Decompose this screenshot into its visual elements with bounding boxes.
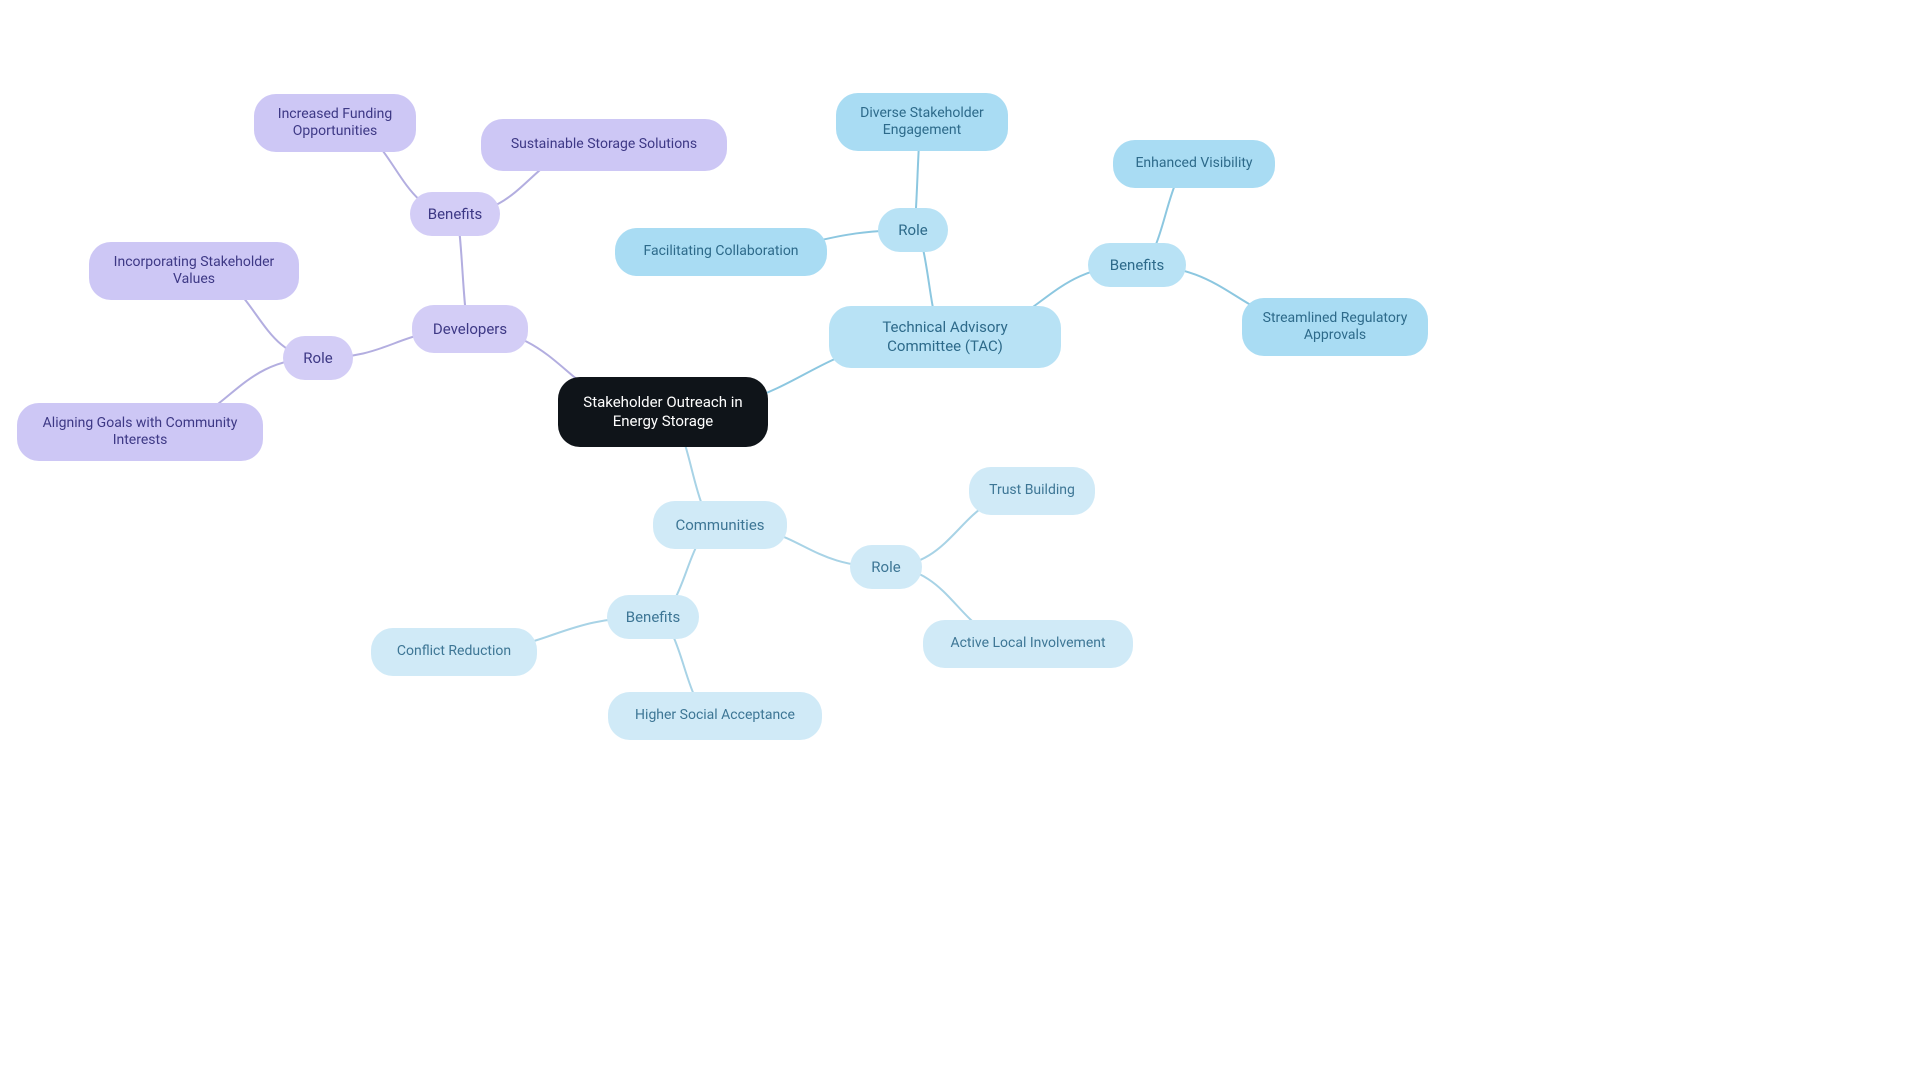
mindmap-node-comm_role: Role [850,545,922,589]
mindmap-node-dev_role: Role [283,336,353,380]
mindmap-node-developers: Developers [412,305,528,353]
mindmap-node-comm_benefits_2: Higher Social Acceptance [608,692,822,740]
mindmap-node-tac_benefits_2: Streamlined Regulatory Approvals [1242,298,1428,356]
mindmap-node-comm_role_1: Trust Building [969,467,1095,515]
mindmap-node-tac_benefits_1: Enhanced Visibility [1113,140,1275,188]
mindmap-node-comm: Communities [653,501,787,549]
mindmap-node-tac_role_1: Diverse Stakeholder Engagement [836,93,1008,151]
mindmap-node-dev_benefits_2: Sustainable Storage Solutions [481,119,727,171]
mindmap-node-tac_role_2: Facilitating Collaboration [615,228,827,276]
mindmap-edges [0,0,1920,1083]
mindmap-node-root: Stakeholder Outreach in Energy Storage [558,377,768,447]
mindmap-node-dev_role_1: Incorporating Stakeholder Values [89,242,299,300]
mindmap-node-dev_role_2: Aligning Goals with Community Interests [17,403,263,461]
mindmap-node-tac_role: Role [878,208,948,252]
mindmap-node-tac: Technical Advisory Committee (TAC) [829,306,1061,368]
mindmap-node-dev_benefits_1: Increased Funding Opportunities [254,94,416,152]
mindmap-node-dev_benefits: Benefits [410,192,500,236]
mindmap-node-comm_benefits: Benefits [607,595,699,639]
mindmap-node-comm_role_2: Active Local Involvement [923,620,1133,668]
mindmap-node-comm_benefits_1: Conflict Reduction [371,628,537,676]
mindmap-node-tac_benefits: Benefits [1088,243,1186,287]
